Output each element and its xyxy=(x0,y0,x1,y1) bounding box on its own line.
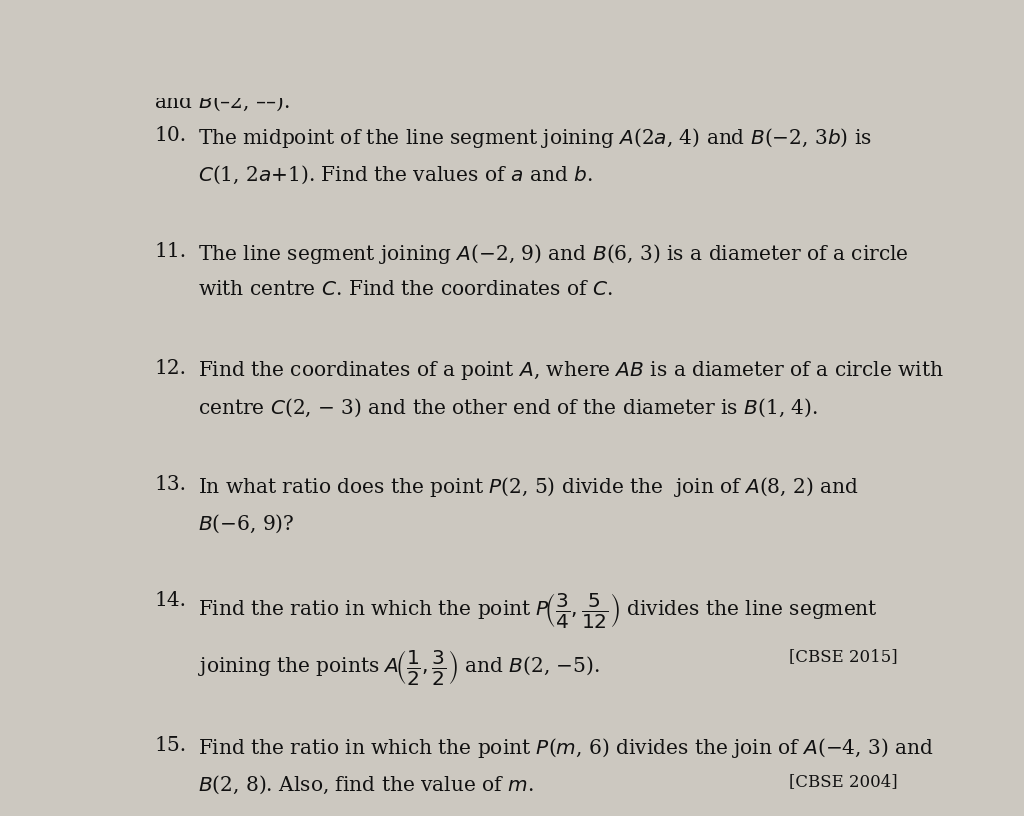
Text: $B$(2, 8). Also, find the value of $m$.: $B$(2, 8). Also, find the value of $m$. xyxy=(198,774,534,796)
Text: 12.: 12. xyxy=(155,359,186,378)
Text: 10.: 10. xyxy=(155,126,186,145)
Text: The midpoint of the line segment joining $A$(2$a$, 4) and $B$(−2, 3$b$) is: The midpoint of the line segment joining… xyxy=(198,126,871,150)
Text: centre $C$(2, − 3) and the other end of the diameter is $B$(1, 4).: centre $C$(2, − 3) and the other end of … xyxy=(198,397,818,419)
Text: In what ratio does the point $P$(2, 5) divide the  join of $A$(8, 2) and: In what ratio does the point $P$(2, 5) d… xyxy=(198,475,859,499)
Text: Find the coordinates of a point $A$, where $AB$ is a diameter of a circle with: Find the coordinates of a point $A$, whe… xyxy=(198,359,943,382)
Text: 13.: 13. xyxy=(155,475,186,494)
Text: 11.: 11. xyxy=(155,242,186,261)
Text: joining the points $A\!\left(\dfrac{1}{2},\dfrac{3}{2}\right)$ and $B$(2, −5).: joining the points $A\!\left(\dfrac{1}{2… xyxy=(198,648,600,687)
Text: [CBSE 2015]: [CBSE 2015] xyxy=(790,648,898,665)
Text: with centre $C$. Find the coordinates of $C$.: with centre $C$. Find the coordinates of… xyxy=(198,280,612,299)
Text: and $B$(–2, ––).: and $B$(–2, ––). xyxy=(155,91,290,113)
Text: The line segment joining $A$(−2, 9) and $B$(6, 3) is a diameter of a circle: The line segment joining $A$(−2, 9) and … xyxy=(198,242,908,267)
Text: [CBSE 2004]: [CBSE 2004] xyxy=(790,774,898,791)
Text: 14.: 14. xyxy=(155,591,186,610)
Text: $C$(1, 2$a$+1). Find the values of $a$ and $b$.: $C$(1, 2$a$+1). Find the values of $a$ a… xyxy=(198,164,593,186)
Text: $B$(−6, 9)?: $B$(−6, 9)? xyxy=(198,512,294,535)
Text: 15.: 15. xyxy=(155,736,186,755)
Text: Find the ratio in which the point $P\!\left(\dfrac{3}{4},\dfrac{5}{12}\right)$ d: Find the ratio in which the point $P\!\l… xyxy=(198,591,878,630)
Text: Find the ratio in which the point $P$($m$, 6) divides the join of $A$(−4, 3) and: Find the ratio in which the point $P$($m… xyxy=(198,736,934,760)
